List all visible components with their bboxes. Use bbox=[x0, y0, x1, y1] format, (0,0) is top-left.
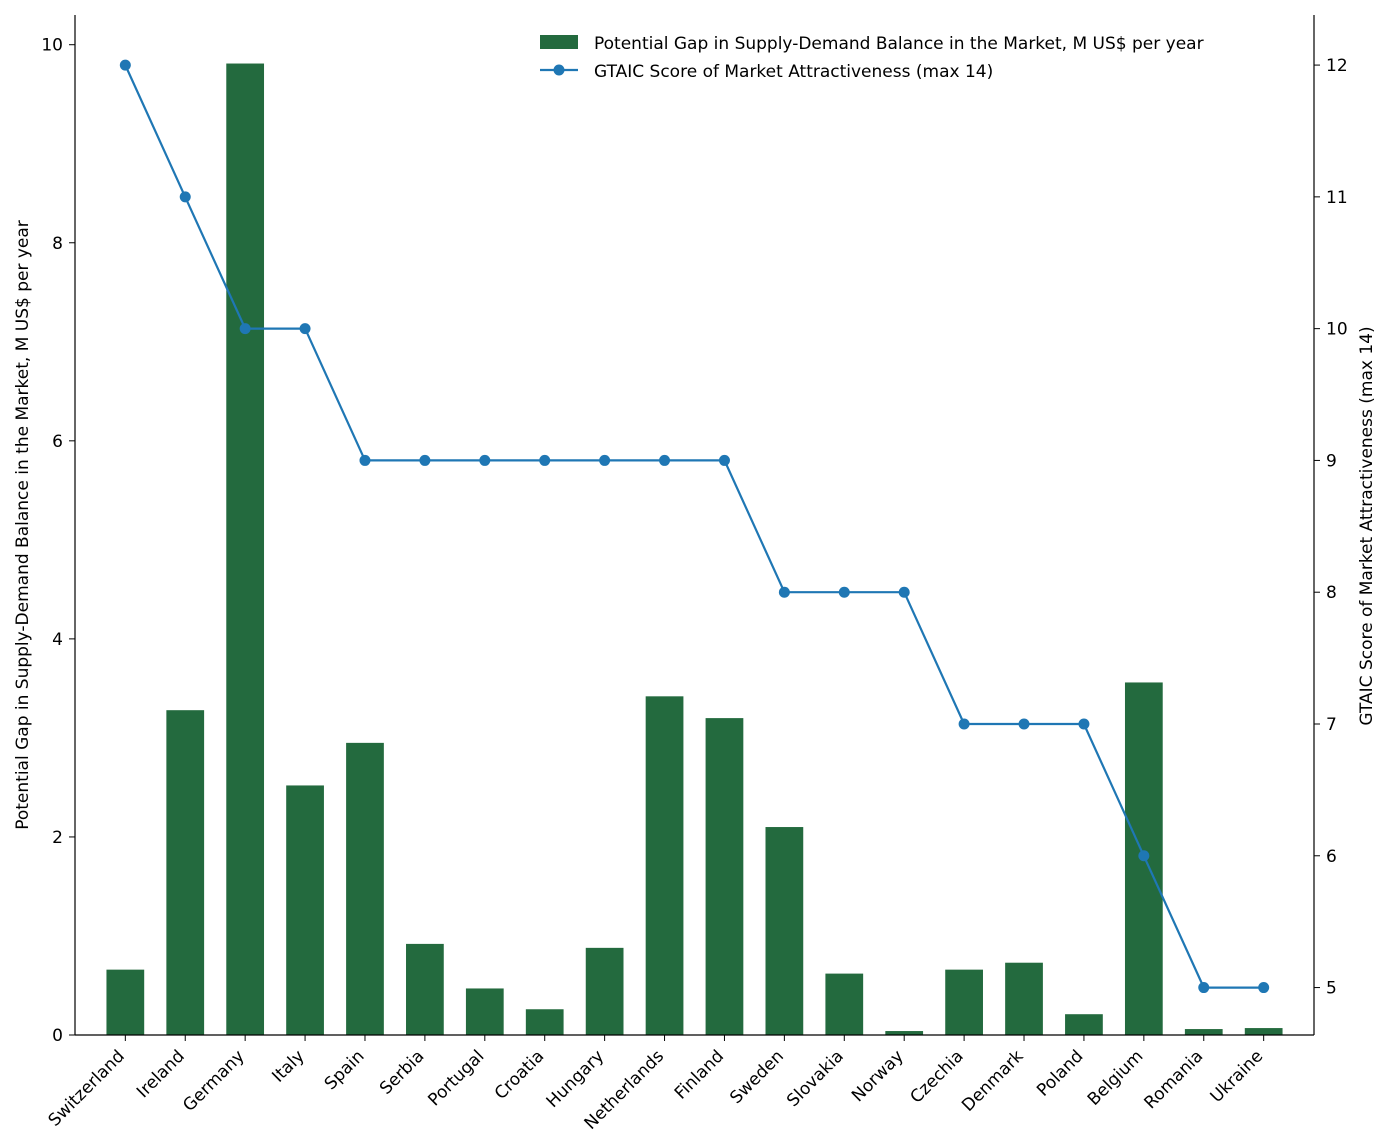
bar-czechia bbox=[945, 969, 983, 1035]
legend-bar-label: Potential Gap in Supply-Demand Balance i… bbox=[594, 34, 1204, 54]
x-tick-label: Finland bbox=[671, 1046, 728, 1103]
left-axis-title: Potential Gap in Supply-Demand Balance i… bbox=[13, 220, 33, 830]
score-point-poland bbox=[1078, 718, 1090, 730]
left-tick-label: 2 bbox=[52, 828, 63, 848]
right-tick-label: 5 bbox=[1326, 979, 1337, 999]
x-tick-label: Slovakia bbox=[783, 1046, 848, 1111]
x-tick-label: Spain bbox=[321, 1046, 369, 1094]
x-tick-label: Ukraine bbox=[1207, 1046, 1268, 1107]
bar-spain bbox=[346, 742, 384, 1035]
score-point-croatia bbox=[539, 454, 551, 466]
bar-norway bbox=[885, 1031, 924, 1035]
bar-ireland bbox=[166, 710, 205, 1035]
x-tick-label: Denmark bbox=[958, 1046, 1028, 1116]
bar-germany bbox=[226, 63, 265, 1035]
bar-italy bbox=[286, 785, 324, 1035]
x-tick-label: Germany bbox=[179, 1046, 248, 1115]
score-point-romania bbox=[1198, 982, 1210, 994]
score-point-serbia bbox=[419, 454, 431, 466]
score-point-slovakia bbox=[838, 586, 850, 598]
x-tick-label: Italy bbox=[268, 1046, 308, 1086]
score-point-spain bbox=[359, 454, 371, 466]
bar-switzerland bbox=[106, 969, 145, 1035]
score-point-ireland bbox=[179, 191, 191, 203]
bar-hungary bbox=[585, 947, 624, 1035]
right-tick-label: 11 bbox=[1326, 188, 1348, 208]
score-point-belgium bbox=[1138, 850, 1150, 862]
score-point-portugal bbox=[479, 454, 491, 466]
bar-portugal bbox=[465, 988, 504, 1035]
bar-romania bbox=[1184, 1029, 1223, 1035]
legend: Potential Gap in Supply-Demand Balance i… bbox=[540, 34, 1204, 82]
x-tick-label: Sweden bbox=[726, 1046, 788, 1108]
x-tick-label: Norway bbox=[848, 1046, 908, 1106]
right-axis-title: GTAIC Score of Market Attractiveness (ma… bbox=[1357, 326, 1377, 725]
score-line bbox=[124, 64, 1264, 989]
score-point-norway bbox=[898, 586, 910, 598]
x-tick-label: Belgium bbox=[1084, 1046, 1147, 1109]
x-tick-label: Switzerland bbox=[45, 1046, 129, 1130]
left-tick-label: 8 bbox=[52, 234, 63, 254]
left-tick-label: 4 bbox=[52, 630, 63, 650]
score-point-switzerland bbox=[119, 59, 131, 71]
right-tick-label: 9 bbox=[1326, 451, 1337, 471]
score-point-finland bbox=[718, 454, 730, 466]
score-point-hungary bbox=[599, 454, 611, 466]
right-tick-label: 12 bbox=[1326, 56, 1348, 76]
right-tick-label: 10 bbox=[1326, 320, 1348, 340]
bar-series-potential-gap bbox=[106, 63, 1283, 1035]
right-tick-label: 6 bbox=[1326, 847, 1337, 867]
score-point-netherlands bbox=[659, 454, 671, 466]
bar-slovakia bbox=[825, 973, 864, 1035]
score-point-ukraine bbox=[1258, 982, 1270, 994]
bar-serbia bbox=[406, 943, 444, 1035]
x-tick-label: Ireland bbox=[133, 1046, 189, 1102]
bar-denmark bbox=[1005, 962, 1043, 1035]
left-tick-label: 10 bbox=[41, 36, 63, 56]
axes: 0 2 4 6 8 10 5 6 7 8 9 10 11 12 Switzerland IrelandGerm… bbox=[13, 15, 1377, 1134]
left-tick-label: 0 bbox=[52, 1026, 63, 1046]
bar-netherlands bbox=[645, 696, 684, 1035]
score-point-denmark bbox=[1018, 718, 1030, 730]
legend-line-label: GTAIC Score of Market Attractiveness (ma… bbox=[594, 62, 993, 82]
legend-line-marker bbox=[553, 64, 565, 76]
line-series-gtaic-score bbox=[119, 59, 1270, 994]
x-tick-label: Croatia bbox=[491, 1046, 548, 1103]
bar-sweden bbox=[765, 827, 804, 1035]
right-tick-label: 8 bbox=[1326, 583, 1337, 603]
x-tick-label: Portugal bbox=[424, 1046, 488, 1110]
score-point-czechia bbox=[958, 718, 970, 730]
legend-bar-swatch bbox=[540, 35, 578, 49]
x-tick-label: Poland bbox=[1033, 1046, 1087, 1100]
score-point-sweden bbox=[778, 586, 790, 598]
x-tick-label: Romania bbox=[1141, 1046, 1208, 1113]
x-tick-label: Serbia bbox=[376, 1046, 428, 1098]
bar-poland bbox=[1065, 1014, 1103, 1035]
score-point-italy bbox=[299, 323, 311, 335]
score-point-germany bbox=[239, 323, 251, 335]
bar-croatia bbox=[525, 1009, 564, 1035]
right-tick-label: 7 bbox=[1326, 715, 1337, 735]
x-tick-label: Czechia bbox=[906, 1046, 967, 1107]
bar-finland bbox=[705, 718, 744, 1035]
left-tick-label: 6 bbox=[52, 432, 63, 452]
bar-ukraine bbox=[1244, 1028, 1283, 1035]
